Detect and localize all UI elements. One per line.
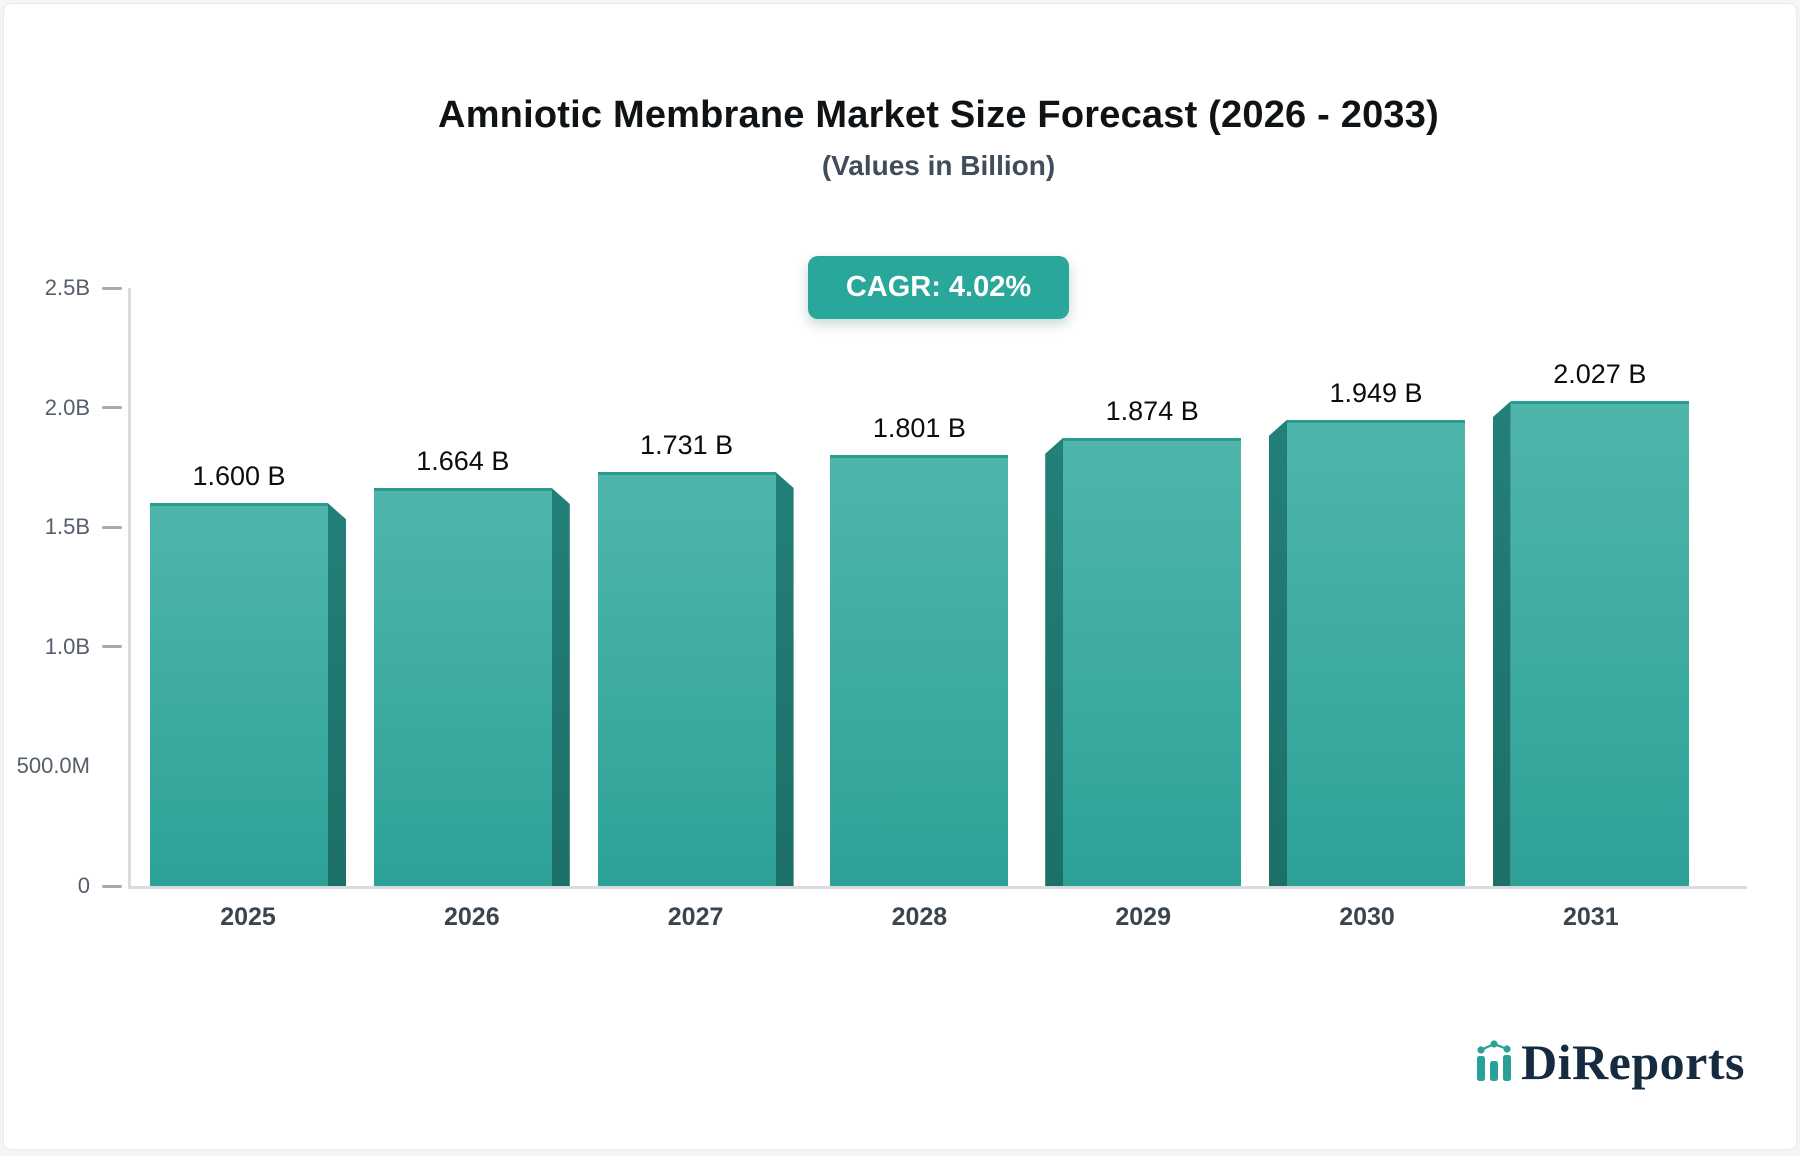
direports-logo: DiReports	[1474, 1034, 1745, 1087]
x-axis-line	[128, 886, 1747, 889]
y-axis-tick-label: 1.0B	[44, 633, 90, 659]
y-axis-tick-dash	[102, 525, 122, 529]
chart-title: Amniotic Membrane Market Size Forecast (…	[438, 94, 1439, 136]
y-axis-tick-label: 0	[77, 873, 90, 898]
x-axis-label: 2025	[220, 903, 276, 931]
y-axis-tick-dash	[102, 645, 122, 649]
logo-mini-bar-chart-icon	[1477, 1040, 1512, 1081]
x-axis-label: 2026	[443, 903, 500, 931]
bar-2026	[373, 487, 552, 886]
x-axis-label: 2027	[667, 903, 724, 931]
y-axis-tick-label: 2.0B	[44, 394, 90, 420]
x-axis-label: 2028	[891, 903, 948, 931]
y-axis-tick-label: 500.0M	[16, 753, 90, 779]
y-axis-line	[128, 288, 131, 889]
bar-value-label: 1.600 B	[192, 461, 286, 492]
cagr-badge: CAGR: 4.02%	[807, 256, 1070, 319]
x-axis-label: 2029	[1115, 903, 1171, 931]
bar-2030	[1287, 419, 1465, 886]
y-axis-tick-dash	[102, 884, 122, 888]
bar-2027	[597, 471, 776, 886]
bar-3d-side-2030	[1269, 419, 1287, 886]
bar-2028	[830, 455, 1009, 886]
y-axis-tick-label: 2.5B	[44, 275, 90, 300]
bar-value-label: 1.874 B	[1105, 395, 1199, 426]
bar-value-label: 1.664 B	[416, 445, 510, 476]
bar-value-label: 1.731 B	[640, 429, 734, 460]
bar-3d-side-2031	[1492, 401, 1511, 886]
bar-2029	[1063, 437, 1242, 886]
bar-3d-side-2027	[775, 471, 794, 886]
y-axis-tick-dash	[102, 286, 122, 290]
bar-value-label: 1.949 B	[1329, 377, 1423, 408]
bar-value-label: 1.801 B	[872, 413, 966, 444]
logo-text: DiReports	[1521, 1034, 1745, 1090]
bar-2025	[150, 503, 328, 886]
y-axis-tick-dash	[102, 406, 122, 410]
y-axis-tick-label: 1.5B	[44, 514, 90, 540]
bar-3d-side-2026	[551, 487, 570, 886]
bar-value-label: 2.027 B	[1553, 359, 1647, 390]
x-axis-label: 2030	[1339, 903, 1395, 931]
cagr-badge-row: CAGR: 4.02%	[130, 256, 1747, 319]
bar-3d-side-2025	[328, 503, 346, 886]
bar-3d-side-2029	[1045, 437, 1064, 886]
chart-subtitle: (Values in Billion)	[821, 150, 1056, 181]
x-axis-label: 2031	[1562, 903, 1619, 931]
bar-2031	[1510, 401, 1689, 886]
